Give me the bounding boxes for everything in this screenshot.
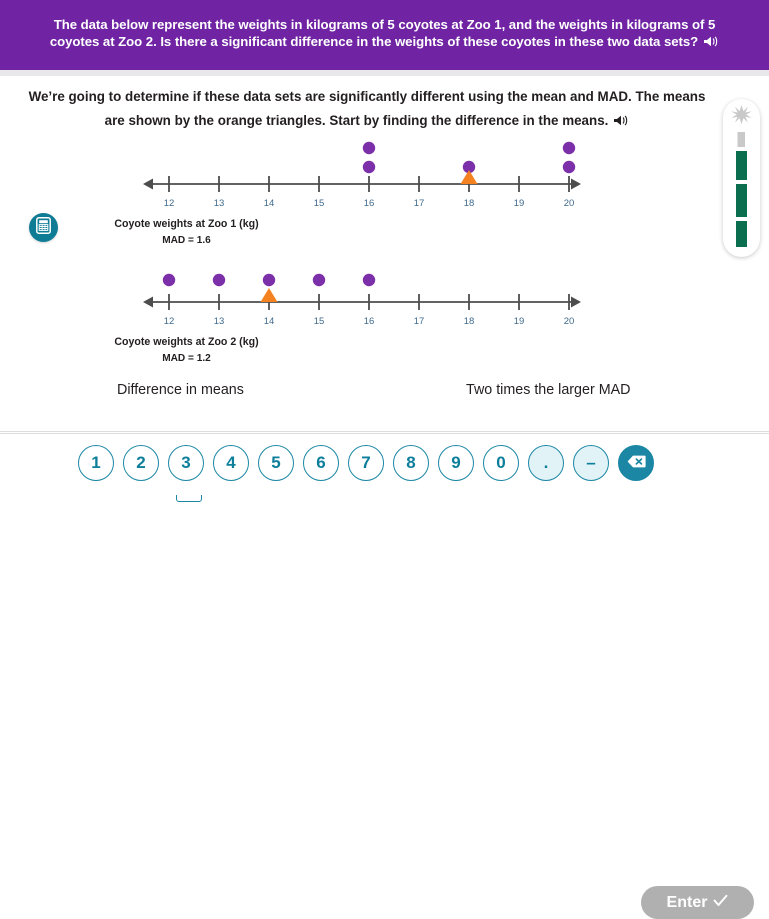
dotplot-zoo-2: 12 13 14 15 16 17 18 19 20 Coyote weights at Z… [0, 254, 769, 364]
key-decimal-point[interactable]: . [528, 445, 564, 481]
progress-segment-2 [736, 151, 747, 180]
svg-text:15: 15 [314, 316, 325, 327]
svg-text:17: 17 [414, 316, 425, 327]
instruction-text: We’re going to determine if these data s… [22, 85, 712, 135]
axis-ticks [168, 176, 570, 192]
dotplot-zoo-2-mad: MAD = 1.2 [162, 353, 211, 364]
progress-segment-1 [737, 132, 745, 147]
calculator-button[interactable] [29, 213, 58, 242]
axis-arrow-left [143, 296, 153, 308]
data-dots [162, 273, 376, 287]
svg-text:17: 17 [414, 198, 425, 209]
calculator-icon [36, 216, 51, 239]
two-times-larger-mad-label: Two times the larger MAD [466, 382, 631, 398]
question-header: The data below represent the weights in … [0, 0, 769, 70]
key-4[interactable]: 4 [213, 445, 249, 481]
svg-text:13: 13 [214, 316, 225, 327]
progress-rail [723, 99, 760, 257]
key-backspace[interactable] [618, 445, 654, 481]
header-divider [0, 70, 769, 76]
key-3[interactable]: 3 [168, 445, 204, 481]
data-dots [362, 141, 576, 174]
svg-text:19: 19 [514, 198, 525, 209]
key-1[interactable]: 1 [78, 445, 114, 481]
dotplot-zoo-1-svg: 12 13 14 15 16 17 18 19 20 [143, 141, 581, 209]
question-text: The data below represent the weights in … [34, 16, 735, 53]
key-minus[interactable]: – [573, 445, 609, 481]
svg-text:20: 20 [564, 198, 575, 209]
svg-text:12: 12 [164, 198, 175, 209]
dotplot-zoo-1: 12 13 14 15 16 17 18 19 20 Coyote weights at Z… [0, 136, 769, 246]
difference-in-means-label: Difference in means [117, 382, 244, 398]
starburst-icon [731, 105, 752, 125]
axis-arrow-left [143, 178, 153, 190]
question-text-value: The data below represent the weights in … [49, 16, 716, 50]
svg-text:14: 14 [264, 198, 275, 209]
svg-text:19: 19 [514, 316, 525, 327]
key-8[interactable]: 8 [393, 445, 429, 481]
numeric-keypad: 1 2 3 4 5 6 7 8 9 0 . – Enter [0, 433, 769, 919]
speaker-icon-instruction[interactable] [613, 111, 629, 135]
svg-text:12: 12 [164, 316, 175, 327]
svg-text:13: 13 [214, 198, 225, 209]
key-6[interactable]: 6 [303, 445, 339, 481]
svg-text:16: 16 [364, 198, 375, 209]
svg-text:20: 20 [564, 316, 575, 327]
svg-text:16: 16 [364, 316, 375, 327]
progress-segment-4 [736, 221, 747, 247]
check-icon [713, 894, 728, 912]
svg-text:14: 14 [264, 316, 275, 327]
dotplot-zoo-1-mad: MAD = 1.6 [162, 235, 211, 246]
dotplot-zoo-2-title: Coyote weights at Zoo 2 (kg) [114, 336, 259, 348]
key-7[interactable]: 7 [348, 445, 384, 481]
key-2[interactable]: 2 [123, 445, 159, 481]
mean-triangle [460, 170, 478, 184]
key-0[interactable]: 0 [483, 445, 519, 481]
backspace-icon [627, 453, 646, 473]
key-9[interactable]: 9 [438, 445, 474, 481]
svg-text:15: 15 [314, 198, 325, 209]
key-5[interactable]: 5 [258, 445, 294, 481]
progress-rail-svg [731, 105, 752, 247]
axis-tick-labels: 12 13 14 15 16 17 18 19 20 [164, 316, 575, 327]
svg-text:18: 18 [464, 316, 475, 327]
instruction-text-value: We’re going to determine if these data s… [28, 89, 706, 128]
enter-button[interactable]: Enter [641, 886, 754, 919]
axis-arrow-right [571, 178, 581, 190]
speaker-icon[interactable] [703, 35, 719, 53]
axis-arrow-right [571, 296, 581, 308]
activity-stage: We’re going to determine if these data s… [0, 76, 769, 502]
enter-button-label: Enter [666, 893, 708, 911]
progress-segment-3 [736, 184, 747, 217]
dotplot-zoo-1-title: Coyote weights at Zoo 1 (kg) [114, 218, 259, 230]
axis-tick-labels: 12 13 14 15 16 17 18 19 20 [164, 198, 575, 209]
svg-text:18: 18 [464, 198, 475, 209]
dotplot-zoo-2-svg: 12 13 14 15 16 17 18 19 20 [143, 273, 581, 327]
mean-triangle [260, 288, 278, 302]
